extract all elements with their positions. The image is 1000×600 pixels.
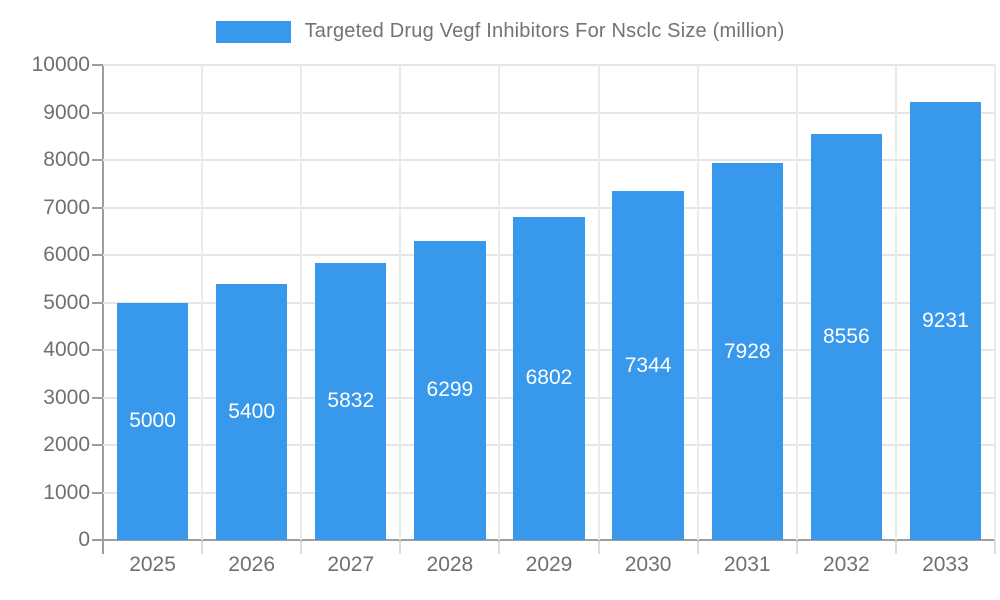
x-axis-label-2029: 2029 bbox=[525, 553, 573, 576]
y-axis-tick-7000 bbox=[92, 206, 103, 209]
x-axis-tick-2 bbox=[300, 541, 303, 554]
y-axis-tick-5000 bbox=[92, 301, 103, 304]
gridline-vertical-1 bbox=[201, 65, 204, 540]
y-axis-tick-9000 bbox=[92, 111, 103, 114]
gridline-vertical-2 bbox=[300, 65, 303, 540]
bar-value-2029: 6802 bbox=[525, 366, 573, 390]
x-axis-tick-4 bbox=[498, 541, 501, 554]
bar-2028: 6299 bbox=[414, 240, 486, 540]
bar-2027: 5832 bbox=[315, 262, 387, 540]
gridline-vertical-4 bbox=[498, 65, 501, 540]
bar-2033: 9231 bbox=[909, 101, 982, 540]
y-axis-label-3000: 3000 bbox=[43, 385, 90, 409]
gridline-horizontal-7000 bbox=[103, 206, 995, 209]
bar-2025: 5000 bbox=[116, 302, 189, 540]
x-axis-tick-5 bbox=[597, 541, 600, 554]
bar-2026: 5400 bbox=[215, 283, 288, 540]
bar-value-2031: 7928 bbox=[723, 339, 771, 363]
bar-value-2032: 8556 bbox=[822, 324, 870, 348]
y-axis-tick-0 bbox=[92, 539, 103, 541]
bar-2032: 8556 bbox=[810, 133, 882, 540]
gridline-vertical-7 bbox=[795, 65, 798, 540]
gridline-horizontal-8000 bbox=[103, 159, 995, 161]
legend[interactable]: Targeted Drug Vegf Inhibitors For Nsclc … bbox=[0, 20, 1000, 43]
x-axis-tick-7 bbox=[795, 541, 798, 554]
gridline-vertical-3 bbox=[399, 65, 402, 540]
y-axis-tick-4000 bbox=[92, 349, 103, 351]
bar-value-2033: 9231 bbox=[922, 308, 969, 332]
legend-swatch[interactable] bbox=[215, 20, 291, 43]
bar-value-2025: 5000 bbox=[129, 409, 176, 433]
y-axis-tick-6000 bbox=[92, 254, 103, 256]
x-axis-line bbox=[103, 539, 995, 541]
y-axis-tick-3000 bbox=[92, 396, 103, 399]
y-axis-label-4000: 4000 bbox=[43, 338, 90, 361]
x-axis-tick-9 bbox=[994, 541, 996, 554]
gridline-vertical-8 bbox=[894, 65, 897, 540]
y-axis-label-9000: 9000 bbox=[43, 100, 90, 124]
y-axis-tick-8000 bbox=[92, 159, 103, 161]
y-axis-label-7000: 7000 bbox=[43, 195, 90, 219]
y-axis-tick-10000 bbox=[92, 64, 103, 66]
x-axis-label-2033: 2033 bbox=[922, 553, 969, 576]
x-axis-label-2028: 2028 bbox=[426, 553, 474, 576]
gridline-horizontal-9000 bbox=[103, 111, 995, 114]
bar-2030: 7344 bbox=[612, 191, 684, 540]
y-axis-tick-1000 bbox=[92, 491, 103, 494]
x-axis-tick-6 bbox=[696, 541, 699, 554]
y-axis-label-1000: 1000 bbox=[43, 480, 90, 504]
bar-value-2027: 5832 bbox=[327, 389, 375, 413]
y-axis-line bbox=[102, 64, 104, 554]
y-axis-label-8000: 8000 bbox=[43, 148, 90, 171]
x-axis-label-2026: 2026 bbox=[228, 553, 276, 576]
bar-2029: 6802 bbox=[513, 216, 585, 540]
plot-area: 5000 5400 5832 6299 6802 7344 7928 8556 9231 bbox=[103, 64, 996, 540]
x-axis-label-2027: 2027 bbox=[327, 553, 375, 576]
bar-2031: 7928 bbox=[711, 163, 783, 540]
gridline-vertical-5 bbox=[597, 65, 600, 540]
y-axis-label-0: 0 bbox=[78, 528, 90, 551]
y-axis-label-10000: 10000 bbox=[31, 53, 90, 76]
x-axis-label-2032: 2032 bbox=[822, 553, 870, 576]
x-axis-label-2031: 2031 bbox=[723, 553, 771, 576]
x-axis-label-2030: 2030 bbox=[624, 553, 672, 576]
y-axis-tick-2000 bbox=[92, 444, 103, 446]
gridline-vertical-6 bbox=[696, 65, 699, 540]
y-axis-label-6000: 6000 bbox=[43, 243, 90, 266]
x-axis-label-2025: 2025 bbox=[129, 553, 176, 576]
y-axis-label-2000: 2000 bbox=[43, 433, 90, 456]
x-axis-tick-8 bbox=[894, 541, 897, 554]
x-axis-tick-3 bbox=[399, 541, 402, 554]
gridline-horizontal-10000 bbox=[103, 64, 995, 66]
x-axis-tick-1 bbox=[201, 541, 204, 554]
bar-value-2026: 5400 bbox=[228, 399, 276, 423]
y-axis-label-5000: 5000 bbox=[43, 290, 90, 314]
legend-series-label[interactable]: Targeted Drug Vegf Inhibitors For Nsclc … bbox=[304, 20, 785, 42]
bar-value-2030: 7344 bbox=[624, 353, 672, 377]
bar-value-2028: 6299 bbox=[426, 378, 474, 402]
gridline-vertical-9 bbox=[994, 65, 996, 540]
